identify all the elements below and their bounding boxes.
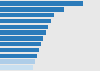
Bar xyxy=(0,59,35,64)
Bar xyxy=(0,13,54,17)
Bar xyxy=(0,30,46,35)
Bar xyxy=(0,25,48,29)
Bar xyxy=(0,1,83,6)
Bar xyxy=(0,48,39,52)
Bar xyxy=(0,7,64,12)
Bar xyxy=(0,65,33,70)
Bar xyxy=(0,19,51,23)
Bar xyxy=(0,42,41,46)
Bar xyxy=(0,54,37,58)
Bar xyxy=(0,36,43,41)
